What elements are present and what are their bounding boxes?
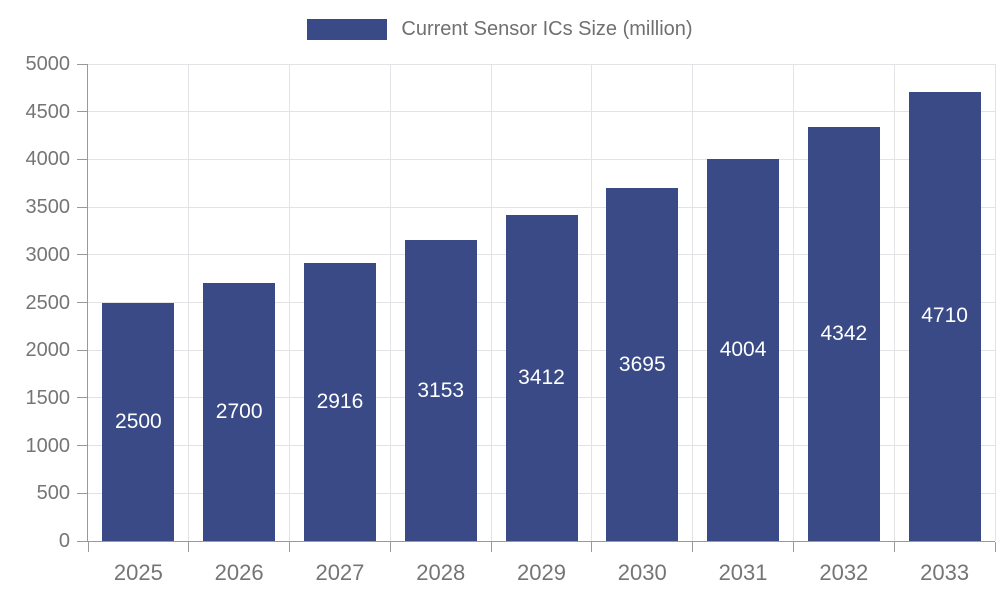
x-axis-label: 2029 bbox=[517, 560, 566, 585]
gridline-vertical bbox=[792, 64, 794, 541]
y-tick-label: 3000 bbox=[25, 243, 71, 266]
bar-value-label: 4004 bbox=[719, 338, 767, 361]
y-axis-tick bbox=[77, 445, 87, 447]
x-axis-tick bbox=[591, 542, 593, 552]
x-axis-tick bbox=[87, 542, 89, 552]
x-axis-label: 2033 bbox=[920, 560, 970, 585]
x-axis-label: 2032 bbox=[819, 560, 869, 585]
gridline-vertical bbox=[490, 64, 492, 541]
x-axis-tick bbox=[490, 542, 492, 552]
bar[interactable]: 2700 bbox=[203, 283, 276, 541]
y-tick-label: 4000 bbox=[25, 148, 71, 171]
bar-value-label: 3412 bbox=[518, 366, 565, 390]
y-tick-label: 1000 bbox=[25, 434, 71, 457]
bar[interactable]: 4710 bbox=[908, 91, 981, 541]
gridline-vertical bbox=[389, 64, 391, 541]
y-axis-tick bbox=[77, 254, 87, 256]
x-axis-line bbox=[87, 541, 995, 542]
bar-value-label: 2700 bbox=[215, 400, 263, 424]
y-tick-label: 2000 bbox=[25, 339, 71, 362]
gridline-vertical bbox=[289, 64, 291, 541]
bar-value-label: 2916 bbox=[316, 389, 364, 413]
bar[interactable]: 2500 bbox=[102, 302, 175, 541]
x-axis-tick bbox=[188, 542, 190, 552]
y-tick-label: 3500 bbox=[25, 196, 71, 219]
x-axis-label: 2028 bbox=[416, 560, 466, 585]
x-axis-tick bbox=[289, 542, 291, 552]
y-tick-label: 1500 bbox=[25, 386, 71, 409]
y-axis-tick bbox=[77, 540, 87, 542]
bar-value-label: 4710 bbox=[921, 304, 968, 328]
x-axis-label: 2031 bbox=[718, 560, 768, 585]
x-axis-label: 2027 bbox=[315, 560, 365, 585]
gridline-horizontal bbox=[88, 63, 995, 65]
gridline-horizontal bbox=[88, 158, 995, 160]
gridline-horizontal bbox=[88, 111, 995, 113]
legend-label: Current Sensor ICs Size (million) bbox=[401, 18, 693, 40]
bar[interactable]: 3412 bbox=[505, 215, 578, 541]
gridline-horizontal bbox=[88, 206, 995, 208]
legend[interactable]: Current Sensor ICs Size (million) bbox=[0, 18, 1000, 41]
bar[interactable]: 4342 bbox=[807, 126, 880, 541]
y-tick-label: 500 bbox=[36, 482, 70, 505]
gridline-vertical bbox=[692, 64, 694, 541]
gridline-vertical bbox=[893, 64, 895, 541]
y-tick-label: 4500 bbox=[25, 100, 71, 123]
y-axis-line bbox=[87, 64, 88, 541]
bar[interactable]: 3153 bbox=[404, 240, 477, 541]
bar-value-label: 2500 bbox=[115, 409, 162, 433]
bar-value-label: 4342 bbox=[820, 321, 868, 345]
x-axis-tick bbox=[389, 542, 391, 552]
y-axis-tick bbox=[77, 492, 87, 494]
y-tick-label: 0 bbox=[58, 530, 70, 552]
gridline-vertical bbox=[188, 64, 190, 541]
y-axis-tick bbox=[77, 111, 87, 113]
x-axis-tick bbox=[692, 542, 694, 552]
x-axis-tick bbox=[994, 542, 996, 552]
gridline-vertical bbox=[994, 64, 996, 541]
y-tick-label: 2500 bbox=[25, 291, 71, 314]
y-axis-tick bbox=[77, 397, 87, 399]
y-tick-label: 5000 bbox=[25, 53, 71, 75]
x-axis-label: 2025 bbox=[113, 560, 163, 585]
bar-value-label: 3695 bbox=[618, 352, 666, 376]
y-axis-tick bbox=[77, 302, 87, 303]
x-axis-tick bbox=[792, 542, 794, 552]
legend-swatch bbox=[307, 19, 388, 40]
bar[interactable]: 2916 bbox=[303, 262, 376, 541]
y-axis-tick bbox=[77, 206, 87, 208]
x-axis-tick bbox=[893, 542, 895, 552]
bar[interactable]: 3695 bbox=[606, 188, 679, 541]
x-axis-label: 2026 bbox=[214, 560, 264, 585]
y-axis-tick bbox=[77, 63, 87, 65]
y-axis-tick bbox=[77, 158, 87, 160]
y-axis-tick bbox=[77, 349, 87, 351]
x-axis-label: 2030 bbox=[617, 560, 667, 585]
bar[interactable]: 4004 bbox=[707, 159, 780, 541]
bar-value-label: 3153 bbox=[417, 378, 465, 402]
gridline-vertical bbox=[591, 64, 593, 541]
